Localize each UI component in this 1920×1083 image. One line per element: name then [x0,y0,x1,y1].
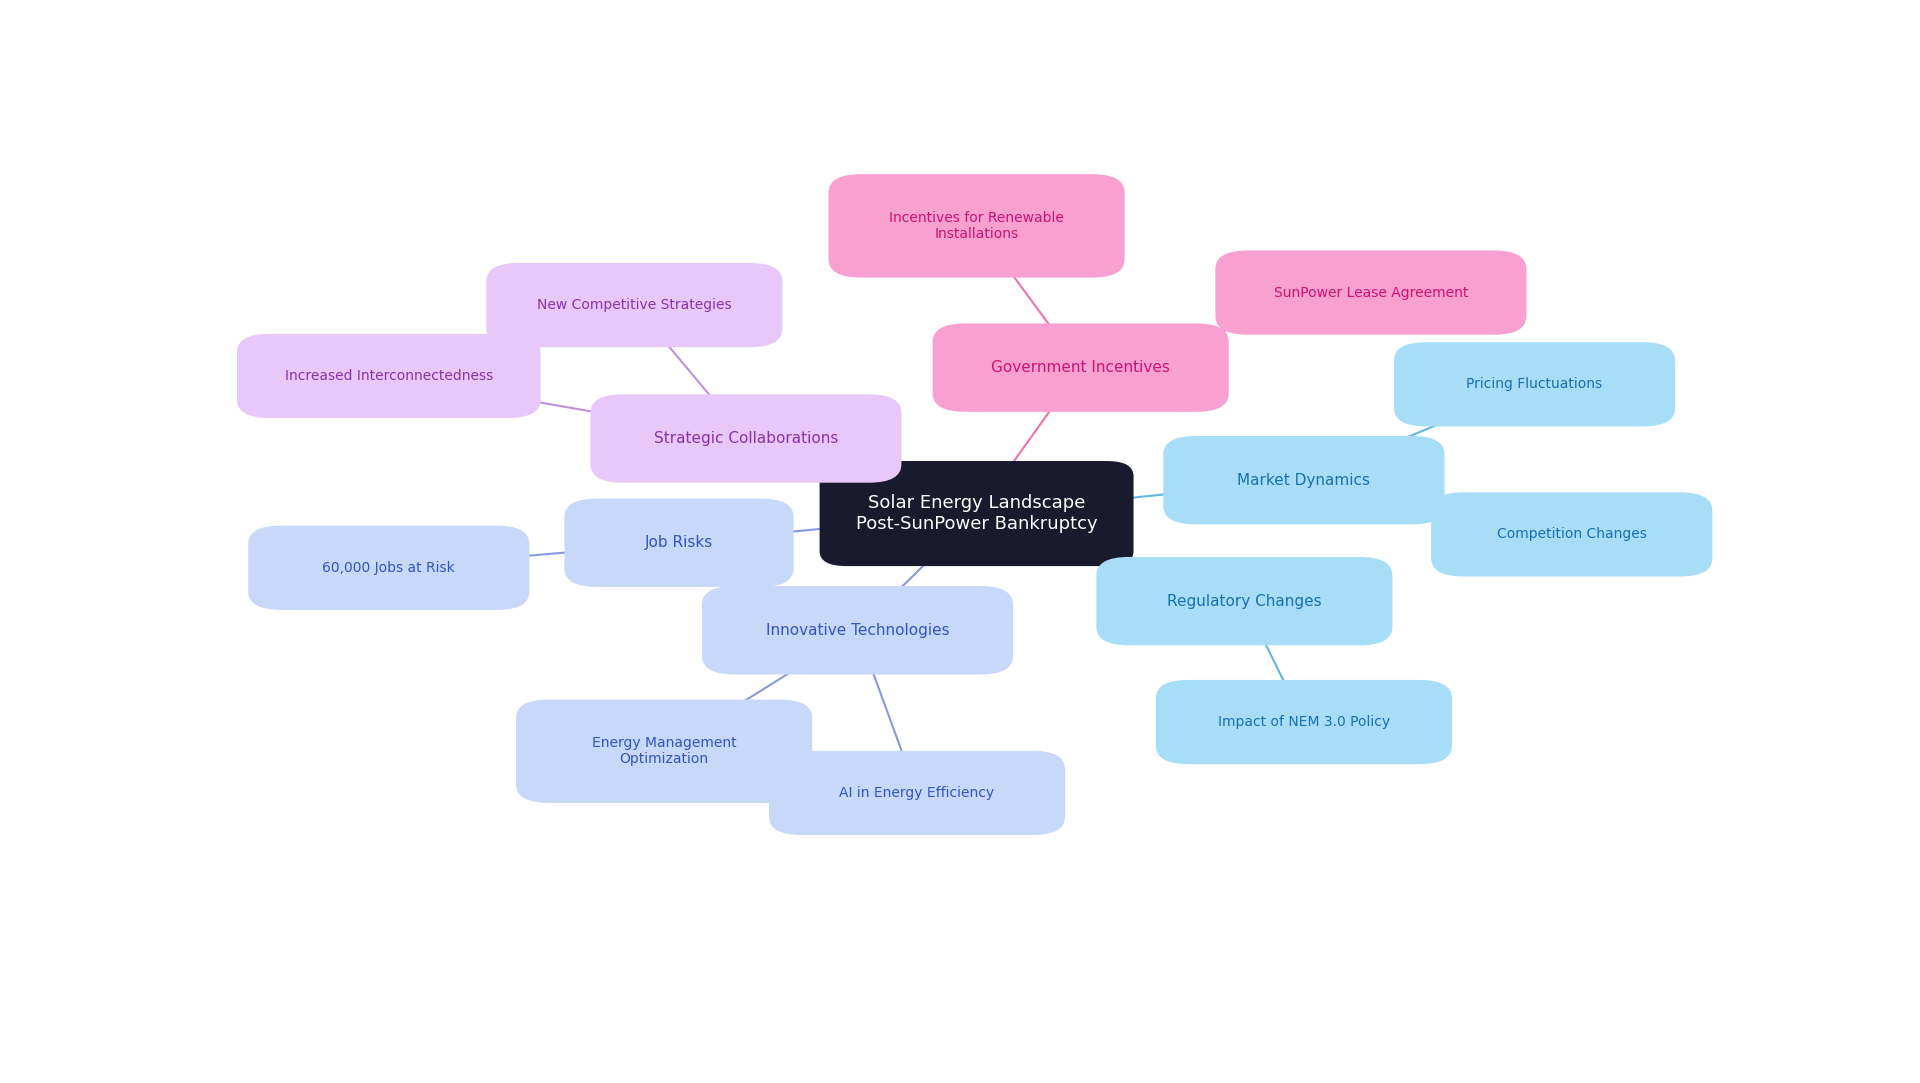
Text: Increased Interconnectedness: Increased Interconnectedness [284,369,493,383]
Text: 60,000 Jobs at Risk: 60,000 Jobs at Risk [323,561,455,575]
FancyBboxPatch shape [564,498,793,587]
FancyBboxPatch shape [829,174,1125,277]
FancyBboxPatch shape [1156,680,1452,765]
Text: Strategic Collaborations: Strategic Collaborations [653,431,839,446]
FancyBboxPatch shape [248,525,530,610]
FancyBboxPatch shape [1394,342,1674,427]
Text: Energy Management
Optimization: Energy Management Optimization [591,736,737,767]
Text: Pricing Fluctuations: Pricing Fluctuations [1467,377,1603,391]
FancyBboxPatch shape [236,334,541,418]
Text: Government Incentives: Government Incentives [991,361,1169,375]
Text: Impact of NEM 3.0 Policy: Impact of NEM 3.0 Policy [1217,715,1390,729]
Text: SunPower Lease Agreement: SunPower Lease Agreement [1273,286,1469,300]
Text: Competition Changes: Competition Changes [1498,527,1647,542]
Text: Job Risks: Job Risks [645,535,712,550]
FancyBboxPatch shape [820,461,1133,566]
Text: Incentives for Renewable
Installations: Incentives for Renewable Installations [889,211,1064,240]
FancyBboxPatch shape [486,263,781,348]
Text: New Competitive Strategies: New Competitive Strategies [538,298,732,312]
Text: Innovative Technologies: Innovative Technologies [766,623,948,638]
Text: Solar Energy Landscape
Post-SunPower Bankruptcy: Solar Energy Landscape Post-SunPower Ban… [856,494,1098,533]
FancyBboxPatch shape [516,700,812,803]
FancyBboxPatch shape [703,586,1014,675]
Text: AI in Energy Efficiency: AI in Energy Efficiency [839,786,995,800]
FancyBboxPatch shape [1164,436,1444,524]
FancyBboxPatch shape [591,394,900,483]
Text: Market Dynamics: Market Dynamics [1236,472,1371,487]
FancyBboxPatch shape [933,324,1229,412]
FancyBboxPatch shape [1096,557,1392,645]
FancyBboxPatch shape [770,751,1066,835]
Text: Regulatory Changes: Regulatory Changes [1167,593,1321,609]
FancyBboxPatch shape [1215,250,1526,335]
FancyBboxPatch shape [1430,493,1713,576]
